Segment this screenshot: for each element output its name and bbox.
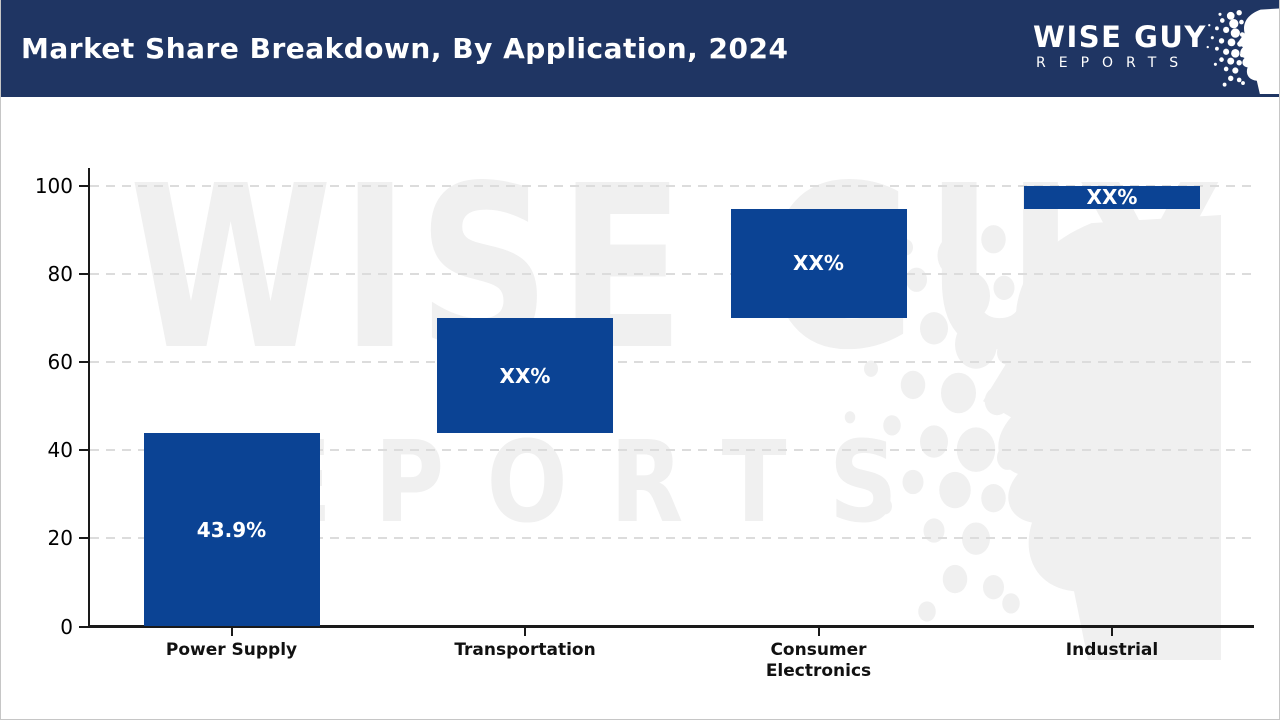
bar-industrial: XX% [1024,185,1200,210]
gridline-y20 [90,537,1254,540]
bar-value-label: 43.9% [196,517,267,542]
y-tick-100 [79,185,88,188]
category-label-2: Consumer Electronics [765,640,872,681]
x-tick-0 [230,628,233,636]
y-tick-80 [79,273,88,276]
x-tick-1 [524,628,526,636]
bar-consumer-electronics: XX% [730,208,907,319]
logo-subtext: REPORTS [1036,55,1192,71]
bar-power-supply: 43.9% [143,433,320,627]
y-tick-label-0: 0 [60,614,73,639]
header: Market Share Breakdown, By Application, … [1,0,1279,97]
bar-transportation: XX% [437,318,613,434]
chart-title: Market Share Breakdown, By Application, … [21,32,789,65]
gridline-y60 [90,361,1254,364]
y-tick-20 [79,537,88,540]
y-tick-40 [79,449,88,452]
y-tick-label-40: 40 [47,438,73,463]
y-axis-spine [88,168,90,628]
logo-face-icon [1206,8,1279,94]
category-label-3: Industrial [1065,640,1159,660]
gridline-y80 [90,273,1254,276]
gridline-y100 [90,185,1254,188]
gridline-y40 [90,449,1254,452]
logo-wordmark: WISE GUY [1033,20,1207,54]
category-label-1: Transportation [454,640,596,660]
x-tick-3 [1111,628,1113,636]
y-tick-label-80: 80 [47,262,73,287]
bar-value-label: XX% [499,363,551,388]
category-label-0: Power Supply [165,640,298,660]
x-tick-2 [817,628,820,636]
y-tick-label-60: 60 [47,350,73,375]
x-axis-spine [88,625,1254,628]
y-tick-label-20: 20 [47,526,73,551]
bar-value-label: XX% [1086,185,1138,210]
y-tick-label-100: 100 [34,174,73,199]
wise-guy-logo: WISE GUY REPORTS [1033,6,1279,94]
y-tick-60 [79,361,88,364]
y-tick-0 [79,625,88,628]
bar-value-label: XX% [793,251,844,276]
